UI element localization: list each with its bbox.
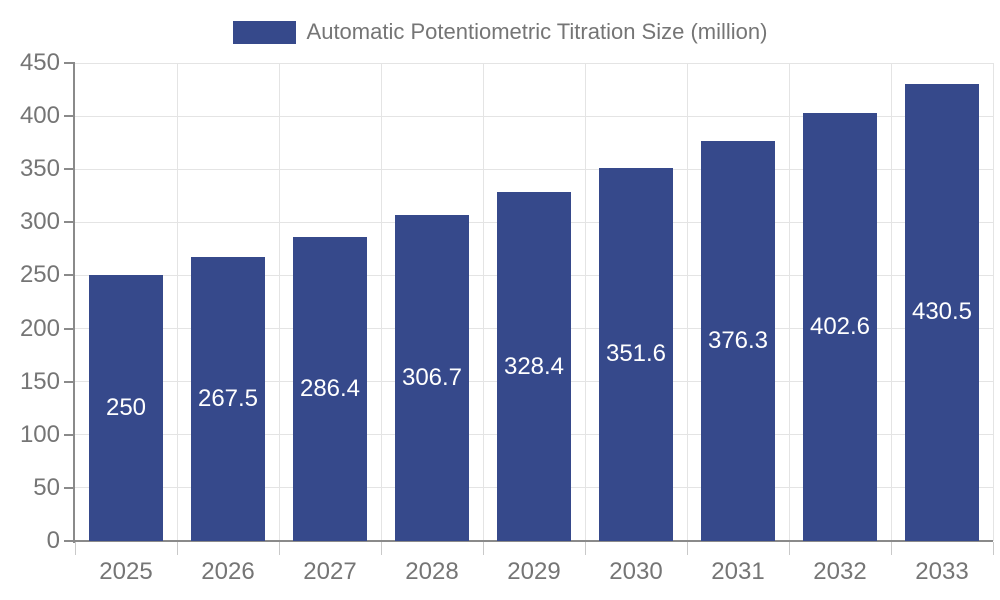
- x-axis-tick: [585, 542, 586, 555]
- x-axis-label-2031: 2031: [711, 558, 765, 585]
- x-axis-line: [73, 540, 993, 542]
- bar-value-2025: 250: [105, 394, 147, 422]
- y-axis-tick: [64, 221, 75, 224]
- bar-2026[interactable]: [191, 256, 265, 541]
- gridline-vertical: [789, 63, 790, 541]
- gridline-vertical: [483, 63, 484, 541]
- bar-2031[interactable]: [701, 141, 775, 541]
- gridline-vertical: [891, 63, 892, 541]
- bar-value-2033: 430.5: [911, 298, 973, 326]
- gridline-horizontal: [75, 168, 993, 170]
- y-axis-label: 250: [19, 261, 60, 289]
- y-axis-tick: [64, 433, 75, 436]
- y-axis-label: 300: [19, 208, 60, 236]
- y-axis-label: 150: [19, 367, 60, 395]
- y-axis-tick: [64, 327, 75, 330]
- bar-2027[interactable]: [293, 236, 367, 541]
- y-axis-tick: [64, 168, 75, 171]
- y-axis-label: 200: [19, 314, 60, 342]
- y-axis-label: 400: [19, 102, 60, 130]
- gridline-horizontal: [75, 62, 993, 64]
- bar-2025[interactable]: [89, 275, 163, 541]
- x-axis-tick: [789, 542, 790, 555]
- gridline-vertical: [687, 63, 688, 541]
- legend[interactable]: Automatic Potentiometric Titration Size …: [0, 14, 1000, 50]
- x-axis-label-2030: 2030: [609, 558, 663, 585]
- x-axis-label-2032: 2032: [813, 558, 867, 585]
- gridline-vertical: [279, 63, 280, 541]
- y-axis-tick: [64, 274, 75, 277]
- bar-2029[interactable]: [497, 192, 571, 541]
- bar-value-2031: 376.3: [707, 327, 769, 355]
- x-axis-tick: [993, 542, 994, 555]
- y-axis-tick: [64, 380, 75, 383]
- x-axis-tick: [483, 542, 484, 555]
- y-axis-label: 350: [19, 155, 60, 183]
- x-axis-label-2029: 2029: [507, 558, 561, 585]
- bar-value-2029: 328.4: [503, 352, 565, 380]
- y-axis-label: 450: [19, 49, 60, 76]
- x-axis-label-2028: 2028: [405, 558, 459, 585]
- legend-label: Automatic Potentiometric Titration Size …: [306, 19, 768, 44]
- x-axis-tick: [381, 542, 382, 555]
- gridline-vertical: [585, 63, 586, 541]
- bar-2033[interactable]: [905, 83, 979, 541]
- bar-value-2032: 402.6: [809, 313, 871, 341]
- x-axis-label-2025: 2025: [99, 558, 153, 585]
- y-axis-tick: [64, 115, 75, 118]
- x-axis-label-2027: 2027: [303, 558, 357, 585]
- bar-value-2027: 286.4: [299, 374, 361, 402]
- y-axis-tick: [64, 540, 75, 542]
- gridline-vertical: [177, 63, 178, 541]
- x-axis-tick: [177, 542, 178, 555]
- y-axis-label: 0: [46, 527, 60, 554]
- gridline-horizontal: [75, 115, 993, 117]
- bar-value-2026: 267.5: [197, 384, 259, 412]
- y-axis-label: 50: [33, 473, 60, 501]
- x-axis-tick: [279, 542, 280, 555]
- bar-2028[interactable]: [395, 215, 469, 541]
- x-axis-label-2033: 2033: [915, 558, 969, 585]
- y-axis-label: 100: [19, 420, 60, 448]
- y-axis-line: [73, 63, 75, 543]
- x-axis-tick: [891, 542, 892, 555]
- y-axis-tick: [64, 486, 75, 489]
- x-axis-tick: [687, 542, 688, 555]
- gridline-vertical: [993, 63, 994, 541]
- bar-value-2030: 351.6: [605, 340, 667, 368]
- bar-2032[interactable]: [803, 113, 877, 541]
- x-axis-label-2026: 2026: [201, 558, 255, 585]
- bar-2030[interactable]: [599, 167, 673, 541]
- bar-value-2028: 306.7: [401, 364, 463, 392]
- x-axis-tick: [75, 542, 76, 555]
- legend-swatch-icon: [232, 20, 296, 44]
- gridline-vertical: [381, 63, 382, 541]
- y-axis-tick: [64, 62, 75, 64]
